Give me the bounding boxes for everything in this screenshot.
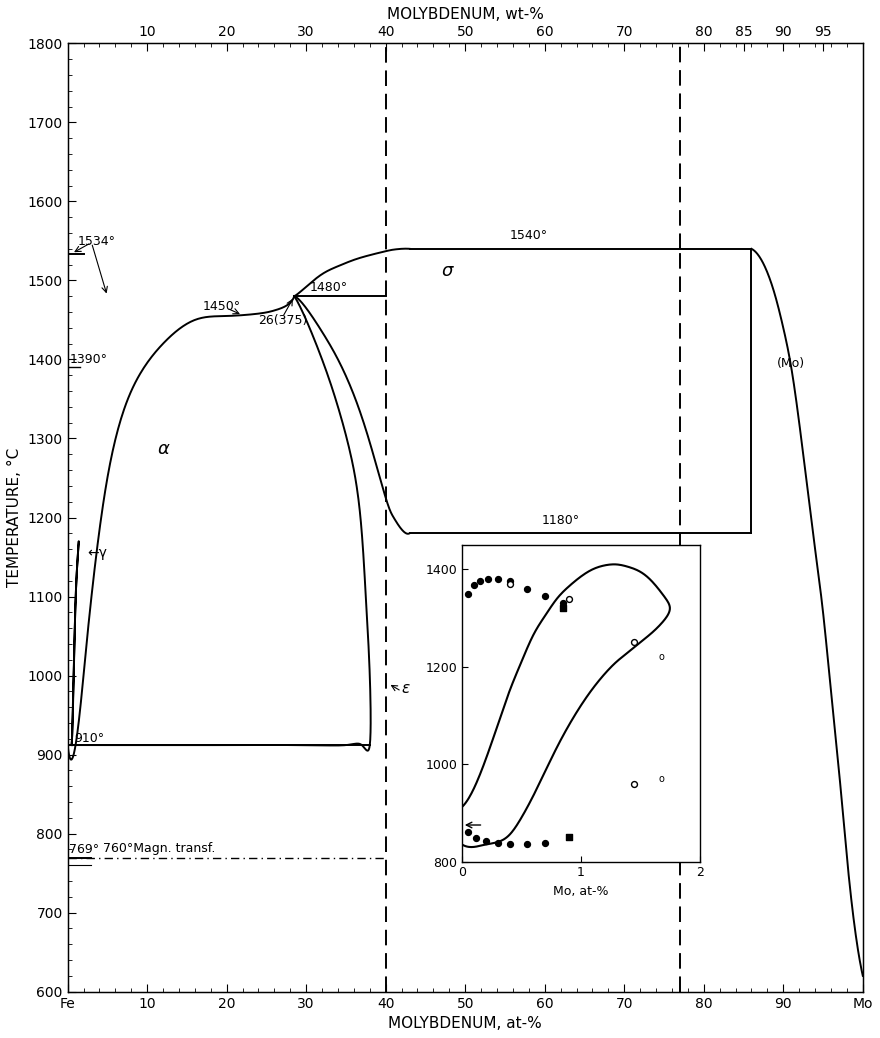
Point [491, 571, 505, 588]
Text: 1534°: 1534° [78, 235, 116, 248]
Text: 1480°: 1480° [310, 280, 348, 294]
Text: 910°: 910° [74, 732, 104, 745]
Point [502, 573, 517, 590]
Point [491, 835, 505, 851]
Point [562, 591, 576, 607]
Point [481, 571, 495, 588]
Point [562, 829, 576, 846]
Text: o: o [658, 773, 664, 784]
Point [556, 600, 570, 617]
Text: (Mo): (Mo) [777, 357, 805, 371]
Point [627, 775, 642, 792]
Text: σ: σ [442, 263, 452, 280]
Point [461, 585, 475, 602]
Point [539, 835, 553, 851]
Text: 1540°: 1540° [510, 229, 548, 242]
Text: 1390°: 1390° [70, 353, 107, 366]
Y-axis label: TEMPERATURE, °C: TEMPERATURE, °C [7, 447, 22, 588]
Point [520, 836, 534, 852]
Point [502, 836, 517, 852]
Point [479, 832, 493, 849]
Text: 760°Magn. transf.: 760°Magn. transf. [103, 842, 216, 854]
Point [469, 829, 483, 846]
Point [461, 824, 475, 841]
Text: 769°: 769° [70, 843, 99, 856]
Point [466, 576, 480, 593]
Text: 1450°: 1450° [202, 300, 241, 313]
X-axis label: MOLYBDENUM, at-%: MOLYBDENUM, at-% [388, 1016, 542, 1031]
Text: α: α [158, 440, 169, 459]
X-axis label: MOLYBDENUM, wt-%: MOLYBDENUM, wt-% [387, 7, 544, 22]
Text: ε: ε [401, 681, 410, 695]
Text: ←γ: ←γ [87, 546, 107, 561]
Point [627, 634, 642, 651]
X-axis label: Mo, at-%: Mo, at-% [553, 885, 609, 898]
Point [539, 588, 553, 604]
Point [520, 580, 534, 597]
Text: o: o [658, 652, 664, 662]
Text: 1180°: 1180° [541, 514, 580, 527]
Point [502, 576, 517, 593]
Text: 26(375): 26(375) [259, 313, 308, 327]
Point [473, 573, 487, 590]
Point [556, 595, 570, 611]
